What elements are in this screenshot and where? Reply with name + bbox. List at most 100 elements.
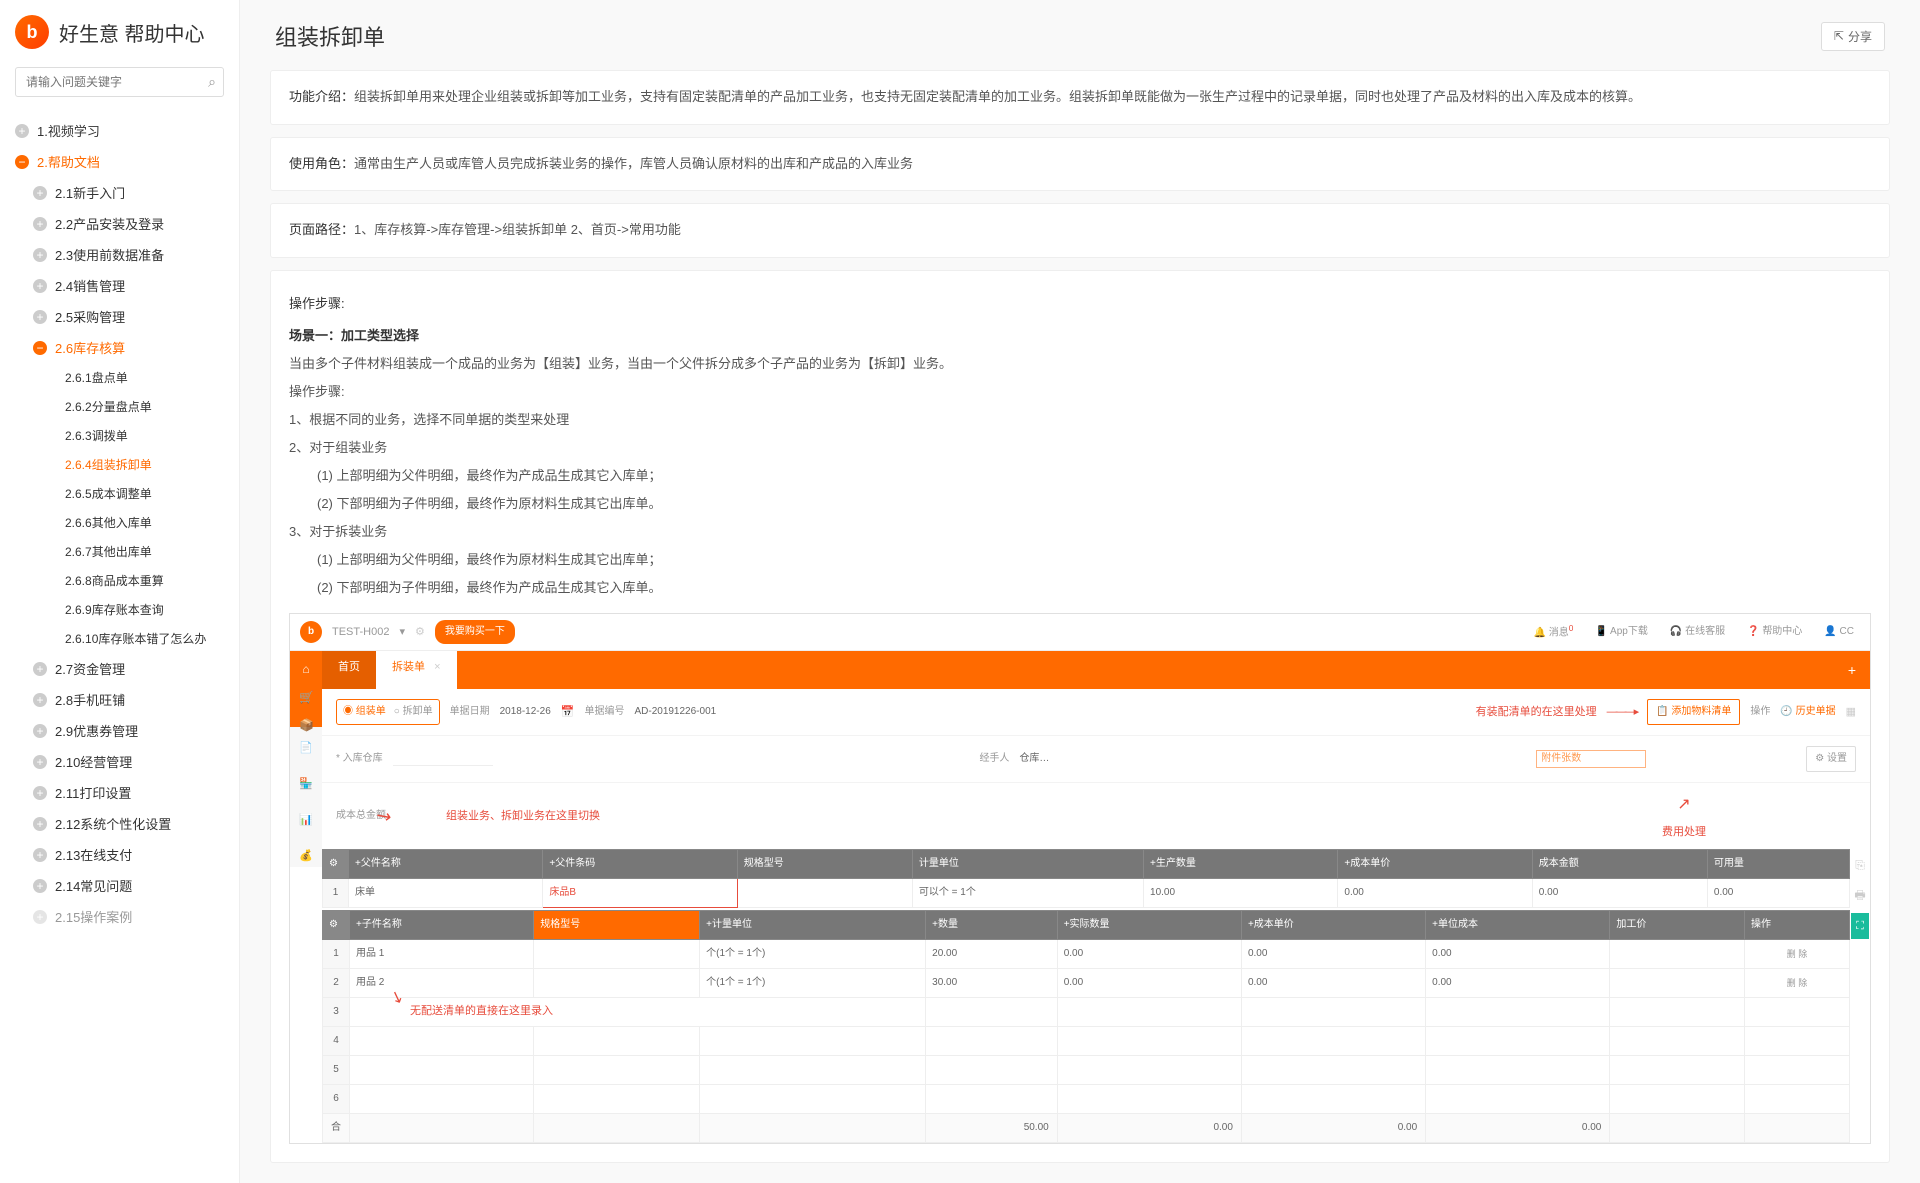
nav-2-6[interactable]: −2.6库存核算: [15, 332, 239, 363]
arrow-up-icon: ↗: [1677, 796, 1690, 813]
embed-handler-label: 经手人: [979, 749, 1009, 769]
print-icon: 🖶: [1854, 883, 1865, 907]
embed-form-row-1: ◉ 组装单 ○ 拆卸单 单据日期 2018-12-26 📅 单据编号 AD-20…: [322, 689, 1870, 736]
nav-label: 2.11打印设置: [55, 783, 131, 802]
nav-video[interactable]: +1.视频学习: [15, 115, 239, 146]
cell-code: 床品B: [543, 879, 737, 908]
nav-2-1[interactable]: +2.1新手入门: [15, 177, 239, 208]
plus-icon: +: [33, 693, 47, 707]
embedded-screenshot: b TEST-H002 ▾ ⚙ 我要购买一下 🔔 消息0 📱 App下载 🎧 在…: [289, 613, 1871, 1144]
nav-2-6-1[interactable]: 2.6.1盘点单: [15, 363, 239, 392]
nav-2-9[interactable]: +2.9优惠券管理: [15, 715, 239, 746]
share-button[interactable]: ⇱分享: [1821, 22, 1885, 51]
embed-op-btn: 操作: [1750, 702, 1770, 722]
role-card: 使用角色：通常由生产人员或库管人员完成拆装业务的操作，库管人员确认原材料的出库和…: [270, 137, 1890, 192]
nav-label: 2.6.9库存账本查询: [65, 601, 164, 618]
intro-card: 功能介绍：组装拆卸单用来处理企业组装或拆卸等加工业务，支持有固定装配清单的产品加…: [270, 70, 1890, 125]
nav-label: 2.帮助文档: [37, 152, 100, 171]
nav-2-3[interactable]: +2.3使用前数据准备: [15, 239, 239, 270]
nav-label: 2.6.7其他出库单: [65, 543, 152, 560]
nav-list: +1.视频学习 −2.帮助文档 +2.1新手入门 +2.2产品安装及登录 +2.…: [15, 115, 239, 932]
nav-docs[interactable]: −2.帮助文档: [15, 146, 239, 177]
path-card: 页面路径：1、库存核算->库存管理->组装拆卸单 2、首页->常用功能: [270, 203, 1890, 258]
search-icon[interactable]: ⌕: [208, 74, 216, 91]
embed-tab-doc: 拆装单 ×: [376, 651, 457, 689]
th2-i: 操作: [1744, 911, 1849, 940]
main-content: 组装拆卸单 ⇱分享 功能介绍：组装拆卸单用来处理企业组装或拆卸等加工业务，支持有…: [240, 0, 1920, 1183]
nav-label: 2.6.3调拨单: [65, 427, 128, 444]
total-q: 50.00: [926, 1114, 1058, 1143]
cell: 0.00: [1426, 969, 1610, 998]
store-icon: 🏪: [299, 773, 313, 795]
nav-label: 1.视频学习: [37, 121, 100, 140]
embed-logo-icon: b: [300, 621, 322, 643]
nav-2-7[interactable]: +2.7资金管理: [15, 653, 239, 684]
cell-qty: 10.00: [1144, 879, 1338, 908]
nav-2-6-7[interactable]: 2.6.7其他出库单: [15, 537, 239, 566]
cell-spec: [737, 879, 912, 908]
total-c: 0.00: [1426, 1114, 1610, 1143]
money-icon: 💰: [299, 845, 313, 867]
nav-2-4[interactable]: +2.4销售管理: [15, 270, 239, 301]
embed-child-table: ⚙ +子件名称 规格型号 +计量单位 +数量 +实际数量 +成本单价 +单位成本: [322, 910, 1850, 1143]
box-icon: 📦: [299, 713, 313, 727]
nav-2-6-3[interactable]: 2.6.3调拨单: [15, 421, 239, 450]
table-row: 3无配送清单的直接在这里录入↘: [323, 998, 1850, 1027]
th2-e: +实际数量: [1057, 911, 1241, 940]
cart-icon: 🛒: [299, 685, 313, 699]
th-avail: 可用量: [1707, 850, 1849, 879]
scene-title: 场景一：加工类型选择: [289, 323, 1871, 349]
embed-handler-value: 仓库…: [1019, 749, 1049, 769]
embed-form-row-2: * 入库仓库 经手人 仓库… 附件张数 ⚙ 设置: [322, 736, 1870, 783]
nav-2-10[interactable]: +2.10经营管理: [15, 746, 239, 777]
nav-label: 2.6.6其他入库单: [65, 514, 152, 531]
nav-2-6-8[interactable]: 2.6.8商品成本重算: [15, 566, 239, 595]
cell-price: 0.00: [1338, 879, 1532, 908]
nav-2-5[interactable]: +2.5采购管理: [15, 301, 239, 332]
nav-label: 2.6.1盘点单: [65, 369, 128, 386]
nav-2-6-2[interactable]: 2.6.2分量盘点单: [15, 392, 239, 421]
nav-label: 2.9优惠券管理: [55, 721, 138, 740]
embed-link-help: ❓ 帮助中心: [1741, 622, 1808, 642]
title-row: 组装拆卸单 ⇱分享: [270, 20, 1890, 52]
th-price: +成本单价: [1338, 850, 1532, 879]
nav-2-8[interactable]: +2.8手机旺铺: [15, 684, 239, 715]
radio-assemble: ◉ 组装单: [343, 702, 386, 722]
embed-annot-switch: 组装业务、拆卸业务在这里切换: [446, 805, 600, 827]
embed-link-msg: 🔔 消息0: [1527, 620, 1579, 643]
embed-setting-btn: ⚙ 设置: [1806, 746, 1856, 772]
nav-2-6-10[interactable]: 2.6.10库存账本错了怎么办: [15, 624, 239, 653]
plus-icon: +: [33, 755, 47, 769]
nav-2-12[interactable]: +2.12系统个性化设置: [15, 808, 239, 839]
page-title: 组装拆卸单: [275, 20, 385, 52]
nav-label: 2.6.2分量盘点单: [65, 398, 152, 415]
nav-2-11[interactable]: +2.11打印设置: [15, 777, 239, 808]
nav-2-14[interactable]: +2.14常见问题: [15, 870, 239, 901]
plus-icon: +: [33, 248, 47, 262]
th2-a: +子件名称: [350, 911, 534, 940]
plus-icon: +: [33, 786, 47, 800]
nav-2-6-9[interactable]: 2.6.9库存账本查询: [15, 595, 239, 624]
nav-2-6-5[interactable]: 2.6.5成本调整单: [15, 479, 239, 508]
th-name: +父件名称: [349, 850, 543, 879]
step-2a: (1) 上部明细为父件明细，最终作为产成品生成其它入库单；: [289, 463, 1871, 489]
nav-label: 2.6.4组装拆卸单: [65, 456, 152, 473]
embed-history-btn: 🕘 历史单据: [1780, 702, 1835, 722]
nav-2-6-6[interactable]: 2.6.6其他入库单: [15, 508, 239, 537]
plus-icon: +: [33, 662, 47, 676]
th-spec: 规格型号: [737, 850, 912, 879]
embed-annot-fee: 费用处理: [1662, 826, 1706, 838]
embed-sidebar-orange: ⌂ 🛒 📦: [290, 651, 322, 727]
nav-2-15[interactable]: +2.15操作案例: [15, 901, 239, 932]
gear-icon: ⚙: [415, 621, 425, 643]
nav-label: 2.8手机旺铺: [55, 690, 125, 709]
nav-2-13[interactable]: +2.13在线支付: [15, 839, 239, 870]
search-box: ⌕: [15, 67, 224, 97]
chart-icon: 📊: [299, 809, 313, 831]
nav-2-2[interactable]: +2.2产品安装及登录: [15, 208, 239, 239]
step-2b: (2) 下部明细为子件明细，最终作为原材料生成其它出库单。: [289, 491, 1871, 517]
nav-2-6-4[interactable]: 2.6.4组装拆卸单: [15, 450, 239, 479]
search-input[interactable]: [15, 67, 224, 97]
arrow-right-icon: ———▸: [1607, 701, 1638, 723]
embed-avatar-icon: 👤 CC: [1818, 622, 1860, 642]
